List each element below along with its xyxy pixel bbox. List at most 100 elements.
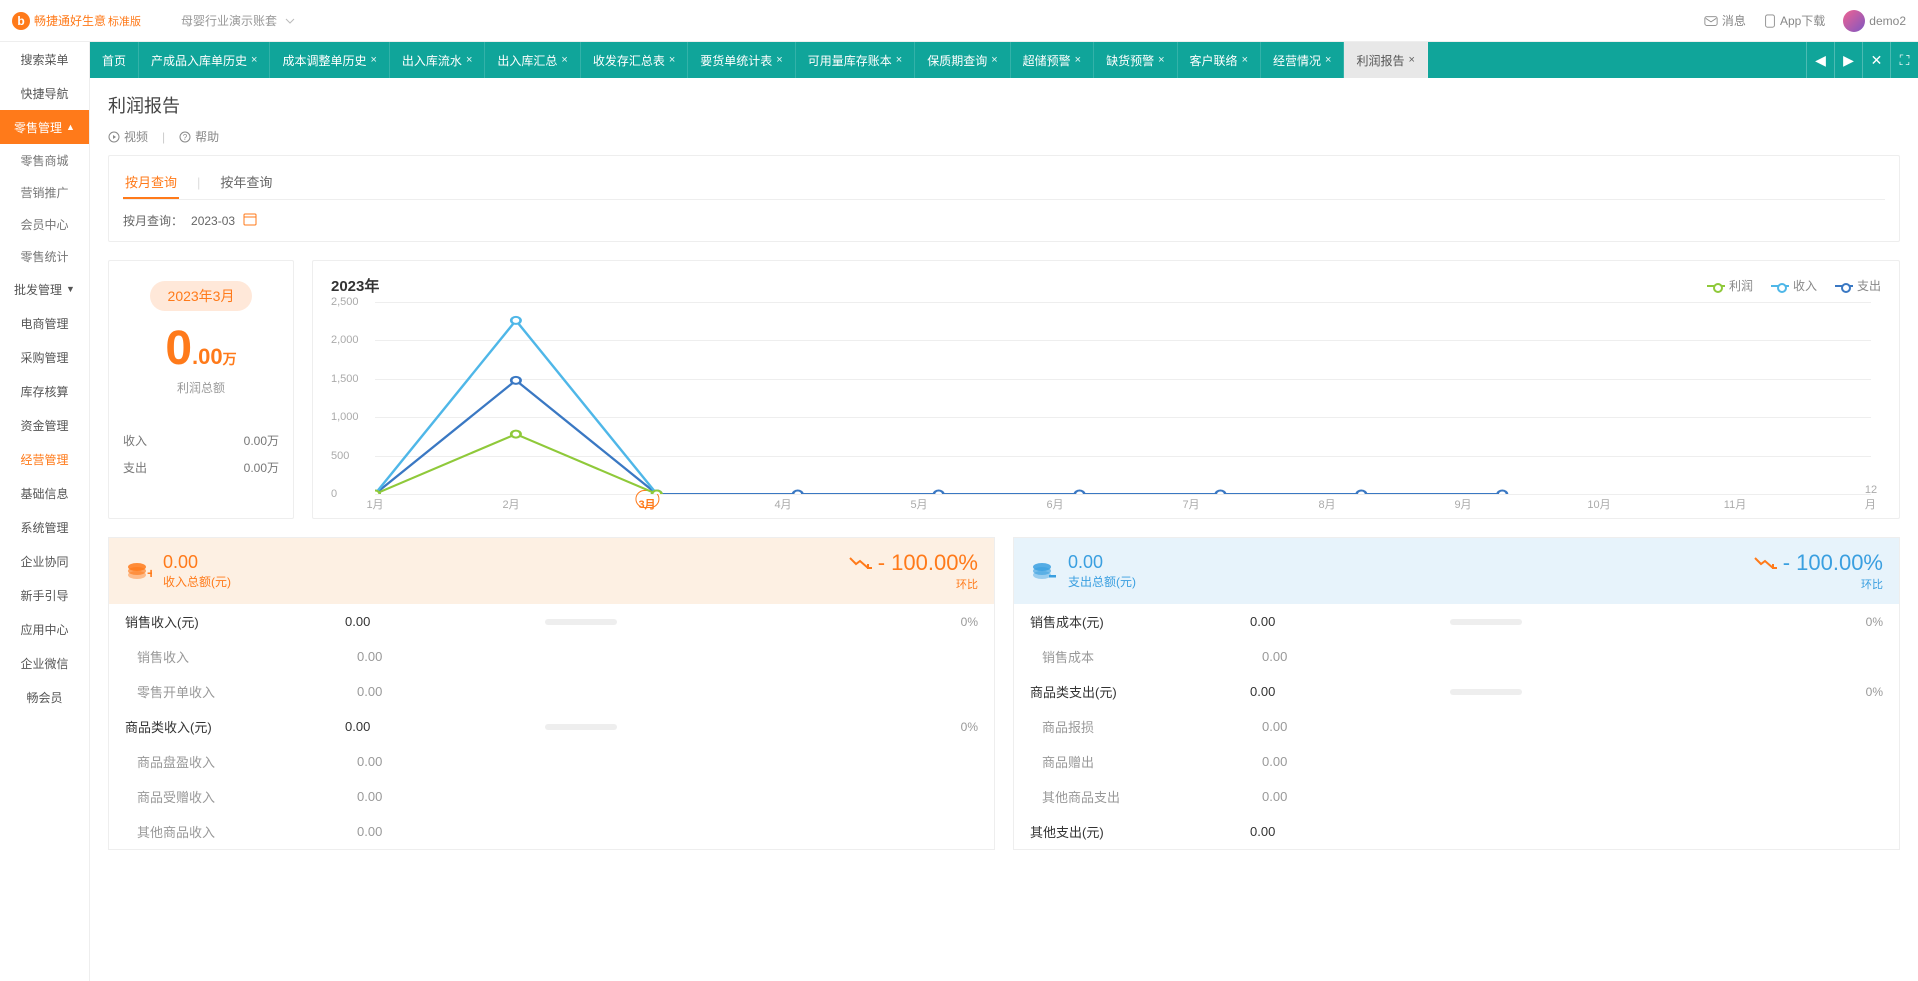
- summary-row: 支出0.00万: [123, 459, 279, 476]
- sidebar-item-label: 应用中心: [20, 621, 68, 638]
- row-value: 0.00: [357, 649, 557, 664]
- sidebar-item-retail[interactable]: 零售管理 ▲: [0, 110, 89, 144]
- tab[interactable]: 首页: [90, 42, 139, 78]
- close-icon[interactable]: ×: [1158, 54, 1164, 66]
- topbar: b 畅捷通好生意 标准版 母婴行业演示账套 消息 App下载 demo2: [0, 0, 1918, 42]
- tab-label: 首页: [102, 52, 126, 69]
- close-icon[interactable]: ×: [370, 54, 376, 66]
- row-name: 商品类支出(元): [1030, 682, 1250, 701]
- legend-item[interactable]: 利润: [1707, 277, 1753, 294]
- x-axis-label: 2月: [502, 496, 519, 512]
- page-title: 利润报告: [108, 92, 1900, 118]
- sidebar-item[interactable]: 企业协同: [0, 544, 89, 578]
- fullscreen-button[interactable]: ⛶: [1890, 42, 1918, 78]
- row-value: 0.00: [345, 614, 545, 629]
- sidebar-sub-item[interactable]: 零售商城: [0, 144, 89, 176]
- x-axis-label: 11月: [1724, 496, 1746, 512]
- sidebar-sub-item[interactable]: 营销推广: [0, 176, 89, 208]
- sidebar-item[interactable]: 畅会员: [0, 680, 89, 714]
- sidebar-item[interactable]: 批发管理▼: [0, 272, 89, 306]
- help-icon: ?: [179, 131, 191, 143]
- tab[interactable]: 利润报告 ×: [1344, 42, 1427, 78]
- close-icon[interactable]: ×: [1242, 54, 1248, 66]
- row-pct: 0%: [1823, 685, 1883, 699]
- tab[interactable]: 产成品入库单历史×: [139, 42, 270, 78]
- summary-key: 支出: [123, 459, 147, 476]
- profit-label: 利润总额: [177, 379, 225, 396]
- video-link[interactable]: 视频: [108, 128, 148, 145]
- tab-scroll-right[interactable]: ▶: [1834, 42, 1862, 78]
- y-axis-label: 1,000: [331, 411, 359, 423]
- tab-scroll-left[interactable]: ◀: [1806, 42, 1834, 78]
- sidebar-sub-item[interactable]: 会员中心: [0, 208, 89, 240]
- sidebar-item-label: 电商管理: [20, 315, 68, 332]
- row-value: 0.00: [1262, 649, 1462, 664]
- row-name: 销售收入(元): [125, 612, 345, 631]
- query-tab[interactable]: 按月查询: [123, 166, 179, 199]
- sidebar-item[interactable]: 企业微信: [0, 646, 89, 680]
- close-icon[interactable]: ×: [776, 54, 782, 66]
- close-icon[interactable]: ×: [896, 54, 902, 66]
- messages-button[interactable]: 消息: [1704, 12, 1746, 29]
- close-icon[interactable]: ×: [1408, 54, 1414, 66]
- panel-row: 其他支出(元)0.00: [1014, 814, 1899, 849]
- sidebar-item[interactable]: 搜索菜单: [0, 42, 89, 76]
- tab-label: 利润报告: [1356, 52, 1404, 69]
- expense-label: 支出总额(元): [1068, 573, 1136, 590]
- sidebar-item[interactable]: 采购管理: [0, 340, 89, 374]
- user-menu[interactable]: demo2: [1843, 10, 1906, 32]
- tab-label: 收发存汇总表: [593, 52, 665, 69]
- panel-row: 销售成本0.00: [1014, 639, 1899, 674]
- close-icon[interactable]: ×: [1075, 54, 1081, 66]
- sidebar-item[interactable]: 电商管理: [0, 306, 89, 340]
- tab-label: 超储预警: [1023, 52, 1071, 69]
- help-row: 视频 | ? 帮助: [108, 128, 1900, 145]
- tab[interactable]: 成本调整单历史×: [270, 42, 389, 78]
- tab[interactable]: 出入库汇总×: [485, 42, 580, 78]
- tab[interactable]: 可用量库存账本×: [796, 42, 915, 78]
- row-name: 商品受赠收入: [137, 787, 357, 806]
- sidebar-item[interactable]: 新手引导: [0, 578, 89, 612]
- sidebar-item[interactable]: 经营管理: [0, 442, 89, 476]
- close-icon[interactable]: ×: [561, 54, 567, 66]
- account-selector[interactable]: 母婴行业演示账套: [181, 12, 295, 29]
- query-tab[interactable]: 按年查询: [218, 166, 274, 199]
- help-link[interactable]: ? 帮助: [179, 128, 219, 145]
- y-axis-label: 500: [331, 450, 349, 462]
- close-icon[interactable]: ×: [466, 54, 472, 66]
- tab[interactable]: 客户联络×: [1178, 42, 1261, 78]
- sidebar-item[interactable]: 基础信息: [0, 476, 89, 510]
- legend-item[interactable]: 支出: [1835, 277, 1881, 294]
- progress-bar: [1450, 619, 1522, 625]
- sidebar-sub-item[interactable]: 零售统计: [0, 240, 89, 272]
- tab[interactable]: 经营情况×: [1261, 42, 1344, 78]
- sidebar-item[interactable]: 应用中心: [0, 612, 89, 646]
- sidebar-item[interactable]: 快捷导航: [0, 76, 89, 110]
- close-icon[interactable]: ×: [251, 54, 257, 66]
- tab[interactable]: 缺货预警×: [1094, 42, 1177, 78]
- row-name: 商品类收入(元): [125, 717, 345, 736]
- tab[interactable]: 保质期查询×: [915, 42, 1010, 78]
- caret-down-icon: ▼: [66, 284, 75, 294]
- play-icon: [108, 131, 120, 143]
- sidebar-item-label: 企业协同: [20, 553, 68, 570]
- query-filter-value[interactable]: 2023-03: [191, 214, 235, 228]
- panel-row: 商品盘盈收入0.00: [109, 744, 994, 779]
- username-label: demo2: [1869, 14, 1906, 28]
- sidebar-item[interactable]: 库存核算: [0, 374, 89, 408]
- sidebar-item[interactable]: 资金管理: [0, 408, 89, 442]
- tab[interactable]: 要货单统计表×: [688, 42, 795, 78]
- tab[interactable]: 出入库流水×: [390, 42, 485, 78]
- tab-close-all[interactable]: ✕: [1862, 42, 1890, 78]
- close-icon[interactable]: ×: [991, 54, 997, 66]
- tab[interactable]: 超储预警 ×: [1011, 42, 1094, 78]
- tab[interactable]: 收发存汇总表 ×: [581, 42, 688, 78]
- calendar-icon[interactable]: [243, 212, 257, 229]
- row-bar: [1450, 689, 1823, 695]
- close-icon[interactable]: ×: [669, 54, 675, 66]
- close-icon[interactable]: ×: [1325, 54, 1331, 66]
- legend-item[interactable]: 收入: [1771, 277, 1817, 294]
- app-download-button[interactable]: App下载: [1764, 12, 1825, 29]
- sidebar-item[interactable]: 系统管理: [0, 510, 89, 544]
- income-panel: + 0.00 收入总额(元) - 100.00% 环比: [108, 537, 995, 850]
